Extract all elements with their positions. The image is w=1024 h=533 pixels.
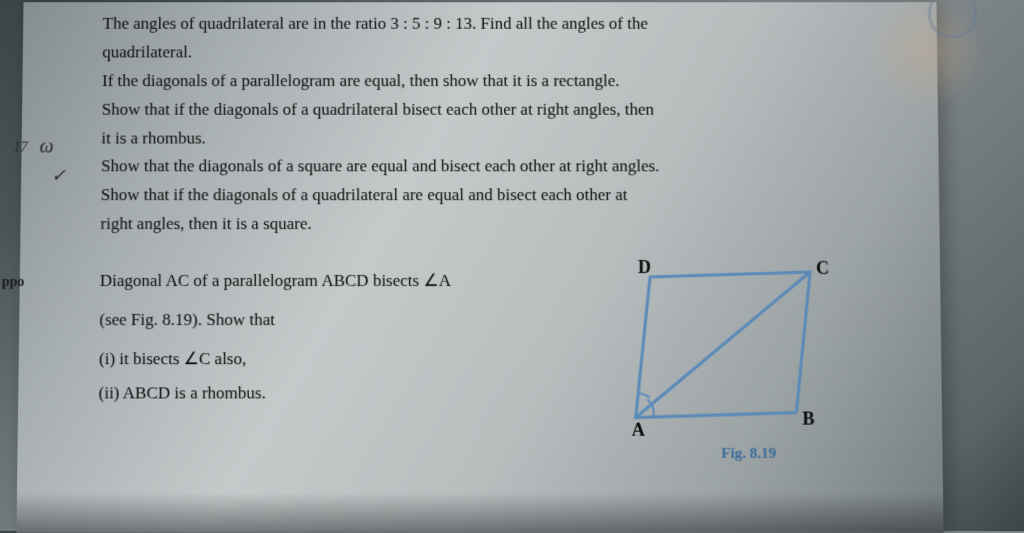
corner-stamp-circle bbox=[925, 0, 979, 41]
parallelogram-diagram: D C B A bbox=[620, 257, 842, 443]
problem-3-line-2: it is a rhombus. bbox=[101, 124, 898, 153]
problem-1-line-2: quadrilateral. bbox=[102, 39, 897, 68]
problem-4: Show that the diagonals of a square are … bbox=[101, 153, 899, 182]
problem-6-sub-2: (ii) ABCD is a rhombus. bbox=[98, 383, 620, 403]
problem-3-line-1: Show that if the diagonals of a quadrila… bbox=[102, 96, 899, 125]
problem-1-line-1: The angles of quadrilateral are in the r… bbox=[103, 10, 898, 38]
svg-text:C: C bbox=[816, 258, 829, 278]
figure-8-19: D C B A Fig. 8.19 bbox=[620, 257, 842, 458]
margin-handwriting-check: ✓ bbox=[51, 165, 66, 186]
page-bottom-shadow bbox=[16, 492, 943, 533]
svg-text:D: D bbox=[638, 257, 651, 277]
figure-label: Fig. 8.19 bbox=[721, 446, 776, 463]
problem-6-line-2: (see Fig. 8.19). Show that bbox=[99, 306, 620, 335]
margin-text-ppo: ppo bbox=[2, 275, 25, 291]
problem-6-line-1: Diagonal AC of a parallelogram ABCD bise… bbox=[100, 267, 620, 296]
problem-6-sub-1: (i) it bisects ∠C also, bbox=[99, 349, 621, 369]
problem-5-line-1: Show that if the diagonals of a quadrila… bbox=[101, 182, 900, 211]
svg-text:A: A bbox=[632, 420, 645, 440]
svg-text:B: B bbox=[802, 409, 814, 429]
problem-6-section: Diagonal AC of a parallelogram ABCD bise… bbox=[98, 267, 901, 403]
margin-number-17: 17 bbox=[13, 141, 27, 157]
problem-2: If the diagonals of a parallelogram are … bbox=[102, 67, 898, 96]
problem-5-line-2: right angles, then it is a square. bbox=[100, 210, 899, 239]
margin-handwriting-omega: ω bbox=[39, 136, 53, 159]
